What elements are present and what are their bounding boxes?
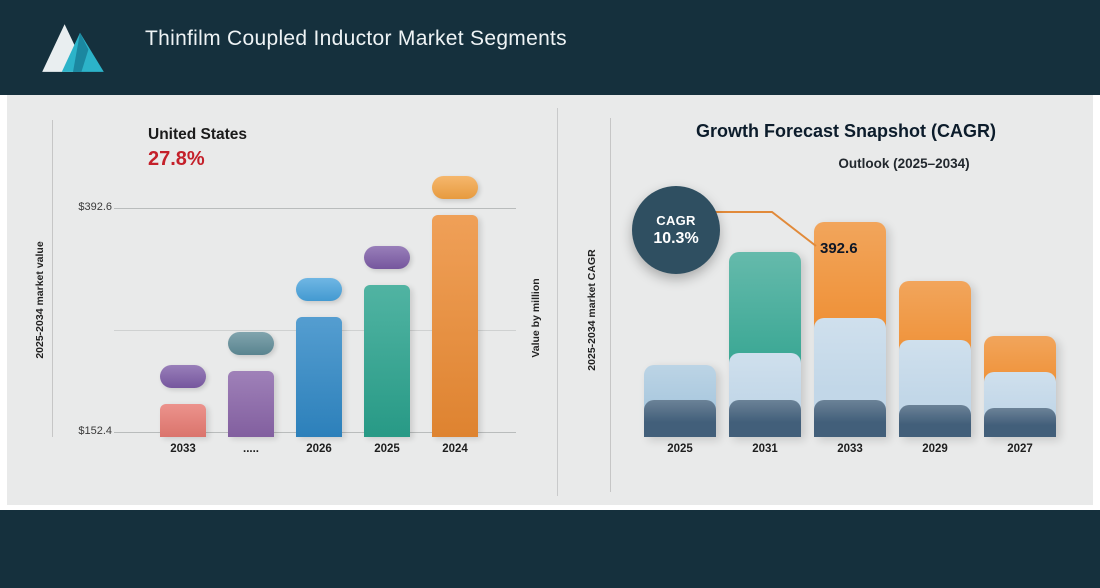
main-area (7, 95, 1093, 505)
header: Thinfilm Coupled Inductor Market Segment… (0, 0, 1100, 95)
ama-logo-icon (42, 24, 104, 72)
page-title: Thinfilm Coupled Inductor Market Segment… (145, 27, 567, 50)
footer: @ All Market Analysis Snapshot GlobalThi… (0, 510, 1100, 588)
